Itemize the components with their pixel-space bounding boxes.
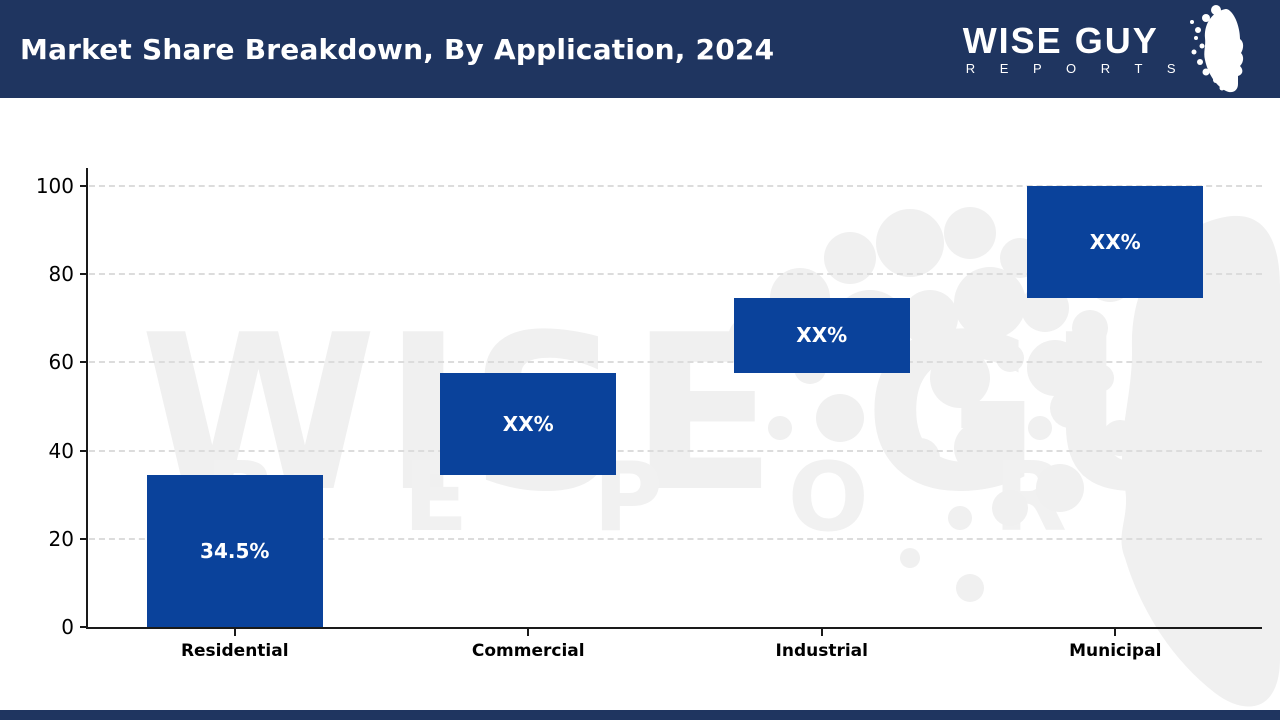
y-tick-label: 40 <box>48 438 74 463</box>
y-axis-tick <box>80 626 88 628</box>
gridline-y-40 <box>89 449 1262 452</box>
bar-value-label: XX% <box>1089 229 1141 254</box>
watermark-text-line2: R E P O R T S <box>205 443 1280 553</box>
y-axis-tick <box>80 273 88 276</box>
chart-canvas: WISE GUY R E P O R T S 02040608010034.5%… <box>0 98 1280 710</box>
bar-value-label: 34.5% <box>200 538 270 563</box>
brand-logo-text: WISE GUY R E P O R T S <box>962 19 1186 77</box>
page-title: Market Share Breakdown, By Application, … <box>20 32 775 66</box>
brand-head-icon <box>1190 4 1244 92</box>
x-axis-line <box>86 627 1262 629</box>
x-tick-label-industrial: Industrial <box>775 641 868 661</box>
bar-industrial: XX% <box>733 297 910 374</box>
y-axis-tick <box>80 449 88 452</box>
y-tick-label: 20 <box>48 526 74 551</box>
x-tick-label-municipal: Municipal <box>1069 641 1162 661</box>
gridline-y-60 <box>89 361 1262 364</box>
y-tick-label: 0 <box>61 615 74 639</box>
y-tick-label: 60 <box>48 350 74 375</box>
gridline-y-80 <box>89 273 1262 276</box>
y-tick-label: 80 <box>48 262 74 287</box>
y-axis-tick <box>80 537 88 540</box>
y-axis-line <box>86 168 88 629</box>
x-axis-tick <box>527 629 530 636</box>
y-axis-tick <box>80 185 88 187</box>
x-axis-tick <box>820 629 823 636</box>
bar-residential: 34.5% <box>146 474 323 627</box>
footer-bar <box>0 710 1280 720</box>
x-tick-label-residential: Residential <box>180 641 289 661</box>
brand-name: WISE GUY <box>962 19 1159 61</box>
x-axis-tick <box>1114 629 1117 636</box>
y-axis-tick <box>80 361 88 364</box>
x-axis-tick <box>233 629 236 636</box>
bar-value-label: XX% <box>502 412 554 437</box>
brand-subtitle: R E P O R T S <box>965 61 1186 77</box>
y-tick-label: 100 <box>35 174 74 198</box>
bar-commercial: XX% <box>440 373 617 475</box>
bar-value-label: XX% <box>796 323 848 348</box>
gridline-y-100 <box>89 185 1262 187</box>
gridline-y-20 <box>89 537 1262 540</box>
header-bar: Market Share Breakdown, By Application, … <box>0 0 1280 98</box>
brand-logo: WISE GUY R E P O R T S <box>963 2 1266 97</box>
bar-municipal: XX% <box>1027 186 1204 298</box>
x-tick-label-commercial: Commercial <box>471 641 585 661</box>
